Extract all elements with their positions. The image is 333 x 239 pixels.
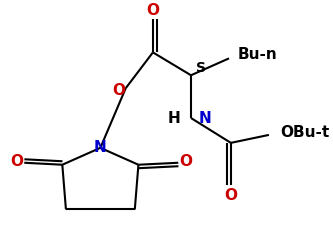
Text: N: N (198, 110, 211, 125)
Text: O: O (11, 154, 24, 169)
Text: H: H (167, 110, 180, 125)
Text: O: O (224, 188, 237, 203)
Text: O: O (112, 83, 125, 98)
Text: N: N (94, 140, 107, 155)
Text: S: S (195, 61, 205, 75)
Text: Bu-n: Bu-n (238, 47, 278, 62)
Text: OBu-t: OBu-t (280, 125, 329, 141)
Text: O: O (179, 154, 192, 169)
Text: O: O (147, 3, 160, 18)
